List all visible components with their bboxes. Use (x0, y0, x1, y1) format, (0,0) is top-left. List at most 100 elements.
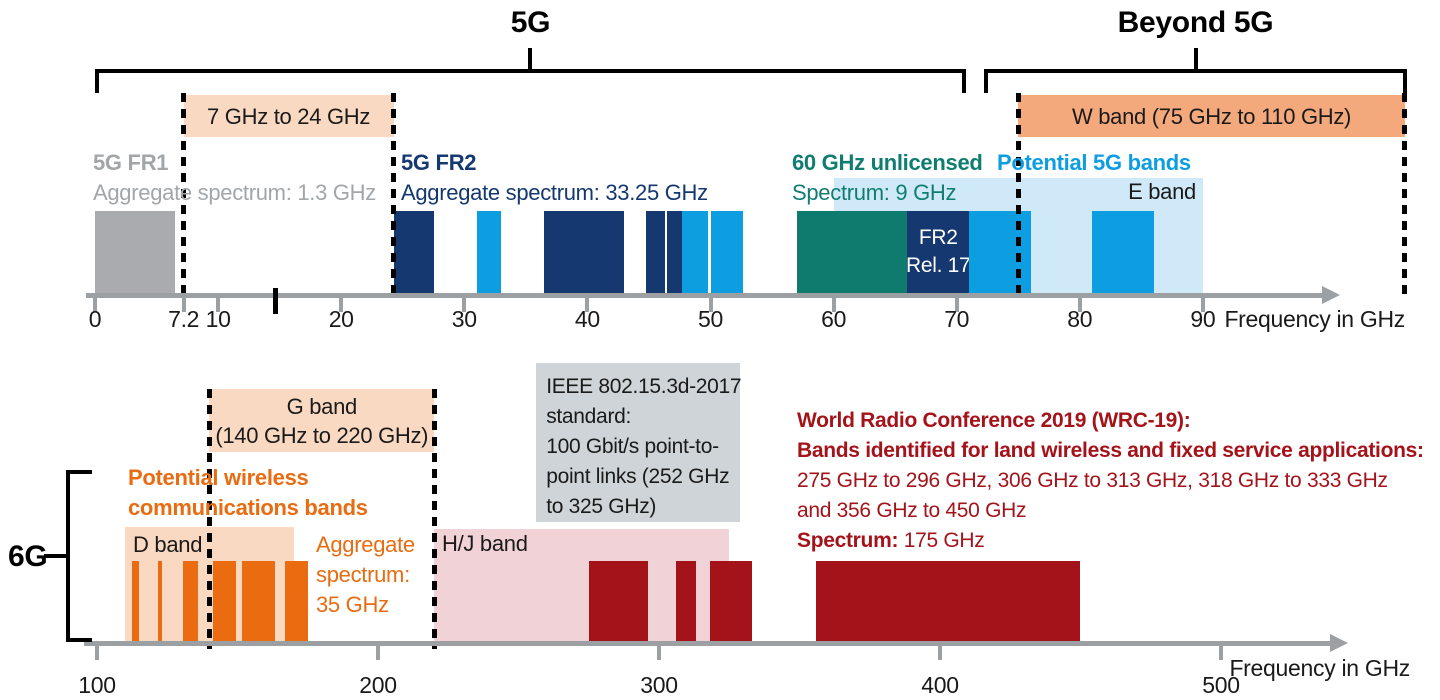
annotation-label: D band (133, 532, 203, 557)
spectrum-bar (131, 561, 139, 641)
side-bracket-top (66, 470, 92, 474)
dashed-boundary-line (431, 389, 437, 649)
band-box-label: (140 GHz to 220 GHz) (215, 422, 429, 448)
spectrum-bar (544, 211, 625, 293)
wrc-19-line: World Radio Conference 2019 (WRC-19): (797, 406, 1424, 436)
side-bracket-bottom (66, 638, 92, 642)
band-box-label: W band (75 GHz to 110 GHz) (1071, 103, 1352, 129)
axis-tick (954, 298, 959, 312)
side-bracket-tick (44, 554, 66, 558)
wrc-19-text-block: World Radio Conference 2019 (WRC-19): Ban… (797, 406, 1424, 556)
wrc-19-line: Spectrum: 175 GHz (797, 526, 1424, 556)
bracket-end (1403, 69, 1408, 93)
spectrum-bar (682, 211, 709, 293)
axis-tick (462, 298, 467, 312)
top-axis-title: Frequency in GHz (1224, 306, 1405, 332)
spectrum-bar (158, 561, 163, 641)
wrc-19-line: 275 GHz to 296 GHz, 306 GHz to 313 GHz, … (797, 466, 1424, 496)
bar-label-line: FR2 (918, 226, 958, 249)
axis-tick-label: 70 (944, 306, 970, 332)
axis-tick (1219, 646, 1223, 660)
axis-line (86, 293, 1322, 298)
axis-tick (339, 298, 344, 312)
axis-tick-label: 200 (359, 672, 397, 698)
bracket-end (95, 69, 99, 93)
spectrum-bar (393, 211, 434, 293)
axis-tick (1200, 298, 1205, 312)
wrc-19-line: Bands identified for land wireless and f… (797, 436, 1424, 466)
axis-tick-label: 40 (574, 306, 600, 332)
annotation-label: 60 GHz unlicensed (792, 150, 983, 175)
axis-tick-label: 30 (451, 306, 477, 332)
spectrum-bar (212, 561, 236, 641)
dashed-boundary-line (206, 389, 212, 649)
annotation-label: 5G FR1 (93, 150, 169, 175)
axis-tick (95, 646, 99, 660)
annotation-label: Aggregate spectrum: 33.25 GHz (401, 180, 708, 205)
info-box-line: IEEE 802.15.3d-2017 (546, 375, 742, 398)
axis-tick-label: 50 (698, 306, 723, 332)
spectrum-bar (969, 211, 1031, 293)
axis-marker-tick (273, 288, 279, 314)
spectrum-bar (182, 561, 198, 641)
bracket-horizontal (95, 69, 966, 73)
axis-tick-label: 0 (88, 306, 102, 332)
axis-tick-label: 500 (1202, 672, 1240, 698)
annotation-label: Potential wireless (128, 465, 309, 490)
spectrum-bar (816, 561, 1081, 641)
annotation-label: Potential 5G bands (997, 150, 1191, 175)
axis-tick (708, 298, 713, 312)
section-title: 5G (510, 6, 551, 39)
spectrum-bar (1092, 211, 1154, 293)
info-box-line: to 325 GHz) (546, 495, 657, 518)
info-box-line: 100 Gbit/s point-to- (546, 435, 719, 458)
spectrum-bar (241, 561, 276, 641)
spectrum-bar (907, 211, 969, 293)
annotation-label: H/J band (442, 531, 528, 556)
axis-tick-label: 80 (1067, 306, 1093, 332)
axis-tick-label: 7.2 (168, 306, 200, 332)
spectrum-bar (796, 211, 908, 293)
bar-label: FR2 Rel. 17 (906, 211, 971, 293)
axis-tick-label: 100 (78, 672, 116, 698)
bracket-end (961, 69, 966, 93)
section-title: Beyond 5G (1117, 6, 1274, 39)
axis-tick (93, 298, 97, 312)
annotation-label: Aggregate spectrum: 1.3 GHz (93, 180, 376, 205)
bracket-horizontal (983, 69, 1408, 73)
spectrum-bar (646, 211, 665, 293)
spectrum-bar (709, 561, 752, 641)
spectrum-bar (284, 561, 308, 641)
spectrum-bar (710, 211, 743, 293)
annotation-label: Spectrum: 9 GHz (792, 180, 957, 205)
spectrum-bar (675, 561, 696, 641)
dashed-boundary-line (1402, 93, 1408, 297)
side-bracket-vertical (66, 470, 70, 642)
band-box: 7 GHz to 24 GHz (183, 95, 394, 137)
wrc-19-text: and 356 GHz to 450 GHz (797, 499, 1027, 522)
annotation-label: E band (1128, 179, 1196, 204)
band-box-label: G band (286, 393, 358, 419)
section-title-6g: 6G (8, 540, 48, 573)
axis-tick-label: 10 (205, 306, 231, 332)
axis-arrowhead-icon (1330, 634, 1348, 652)
band-box: W band (75 GHz to 110 GHz) (1018, 95, 1405, 137)
axis-tick (216, 298, 221, 312)
band-box: G band (140 GHz to 220 GHz) (209, 389, 435, 452)
info-box-line: point links (252 GHz (546, 465, 730, 488)
spectrum-bar (588, 561, 648, 641)
axis-tick (376, 646, 380, 660)
axis-arrowhead-icon (1322, 286, 1340, 304)
wrc-19-text: Bands identified for land wireless and f… (797, 439, 1424, 462)
axis-tick (831, 298, 836, 312)
wrc-19-text: 175 GHz (898, 529, 985, 552)
bottom-axis-title: Frequency in GHz (1229, 655, 1410, 681)
spectrum-bar (666, 211, 683, 293)
axis-tick (181, 298, 186, 312)
band-box-label: 7 GHz to 24 GHz (207, 103, 371, 129)
axis-tick-label: 400 (921, 672, 959, 698)
annotation-label: 35 GHz (316, 592, 389, 617)
axis-tick-label: 90 (1190, 306, 1216, 332)
ieee-standard-box: IEEE 802.15.3d-2017 standard: 100 Gbit/s p… (536, 363, 742, 522)
